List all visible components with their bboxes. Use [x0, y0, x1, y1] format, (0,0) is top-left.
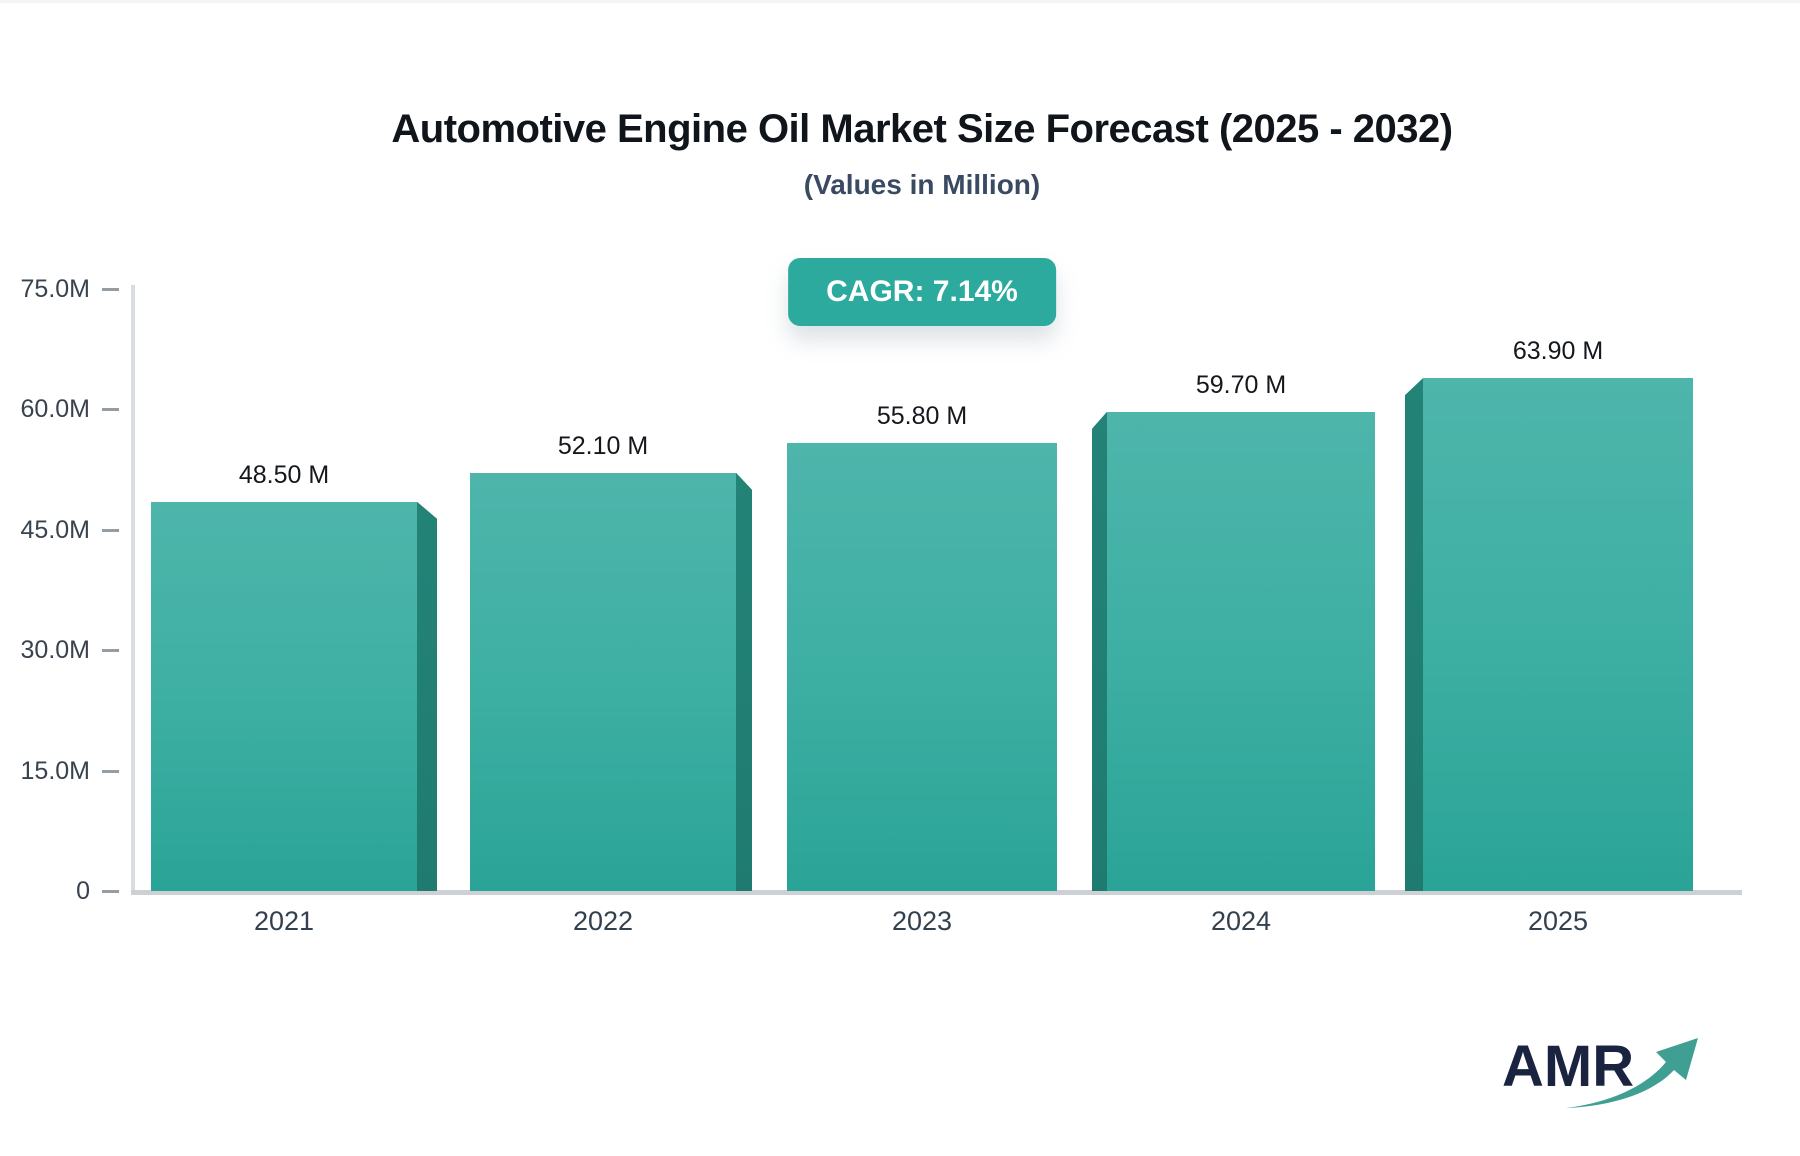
- x-category-label: 2021: [253, 906, 315, 936]
- y-tick-label: 45.0M: [20, 515, 90, 544]
- bar-2021: [151, 501, 417, 891]
- y-axis-tick: [102, 288, 119, 291]
- y-axis-tick: [102, 769, 119, 773]
- x-category-label: 2024: [1210, 906, 1272, 936]
- bar-value-label: 59.70 M: [1195, 370, 1287, 399]
- y-axis-tick: [102, 408, 119, 412]
- y-tick-label: 0: [76, 877, 90, 905]
- bar-2024: [1107, 411, 1375, 891]
- bar-2022-3d-side: [736, 472, 752, 891]
- bar-2024-3d-side: [1092, 411, 1107, 891]
- y-axis-tick: [102, 890, 119, 893]
- amr-logo-text: AMR: [1502, 1034, 1635, 1099]
- bar-2023: [787, 443, 1057, 891]
- bar-value-label: 63.90 M: [1512, 337, 1604, 366]
- y-axis-line: [131, 285, 135, 895]
- bar-2025: [1423, 378, 1693, 891]
- upward-trend-arrow-icon: [1566, 1038, 1698, 1108]
- y-axis-tick: [102, 528, 119, 532]
- x-axis-baseline: [131, 890, 1742, 895]
- y-tick-label: 30.0M: [20, 636, 90, 665]
- y-axis-tick: [102, 649, 119, 653]
- chart-title: Automotive Engine Oil Market Size Foreca…: [391, 107, 1453, 151]
- chart-subtitle: (Values in Million): [803, 169, 1041, 200]
- y-tick-label: 60.0M: [20, 395, 90, 424]
- x-category-label: 2022: [572, 906, 634, 936]
- y-tick-label: 75.0M: [20, 275, 90, 303]
- bar-2021-3d-side: [417, 501, 437, 891]
- amr-logo: AMR: [1502, 1018, 1698, 1108]
- y-tick-label: 15.0M: [20, 756, 90, 785]
- cagr-badge: CAGR: 7.14%: [788, 258, 1056, 326]
- x-category-label: 2025: [1527, 906, 1589, 936]
- bar-2025-3d-side: [1405, 378, 1423, 891]
- bar-2022: [470, 472, 736, 891]
- x-category-label: 2023: [891, 906, 953, 936]
- bar-value-label: 52.10 M: [557, 431, 649, 460]
- bar-value-label: 48.50 M: [238, 460, 330, 489]
- bar-value-label: 55.80 M: [876, 402, 968, 431]
